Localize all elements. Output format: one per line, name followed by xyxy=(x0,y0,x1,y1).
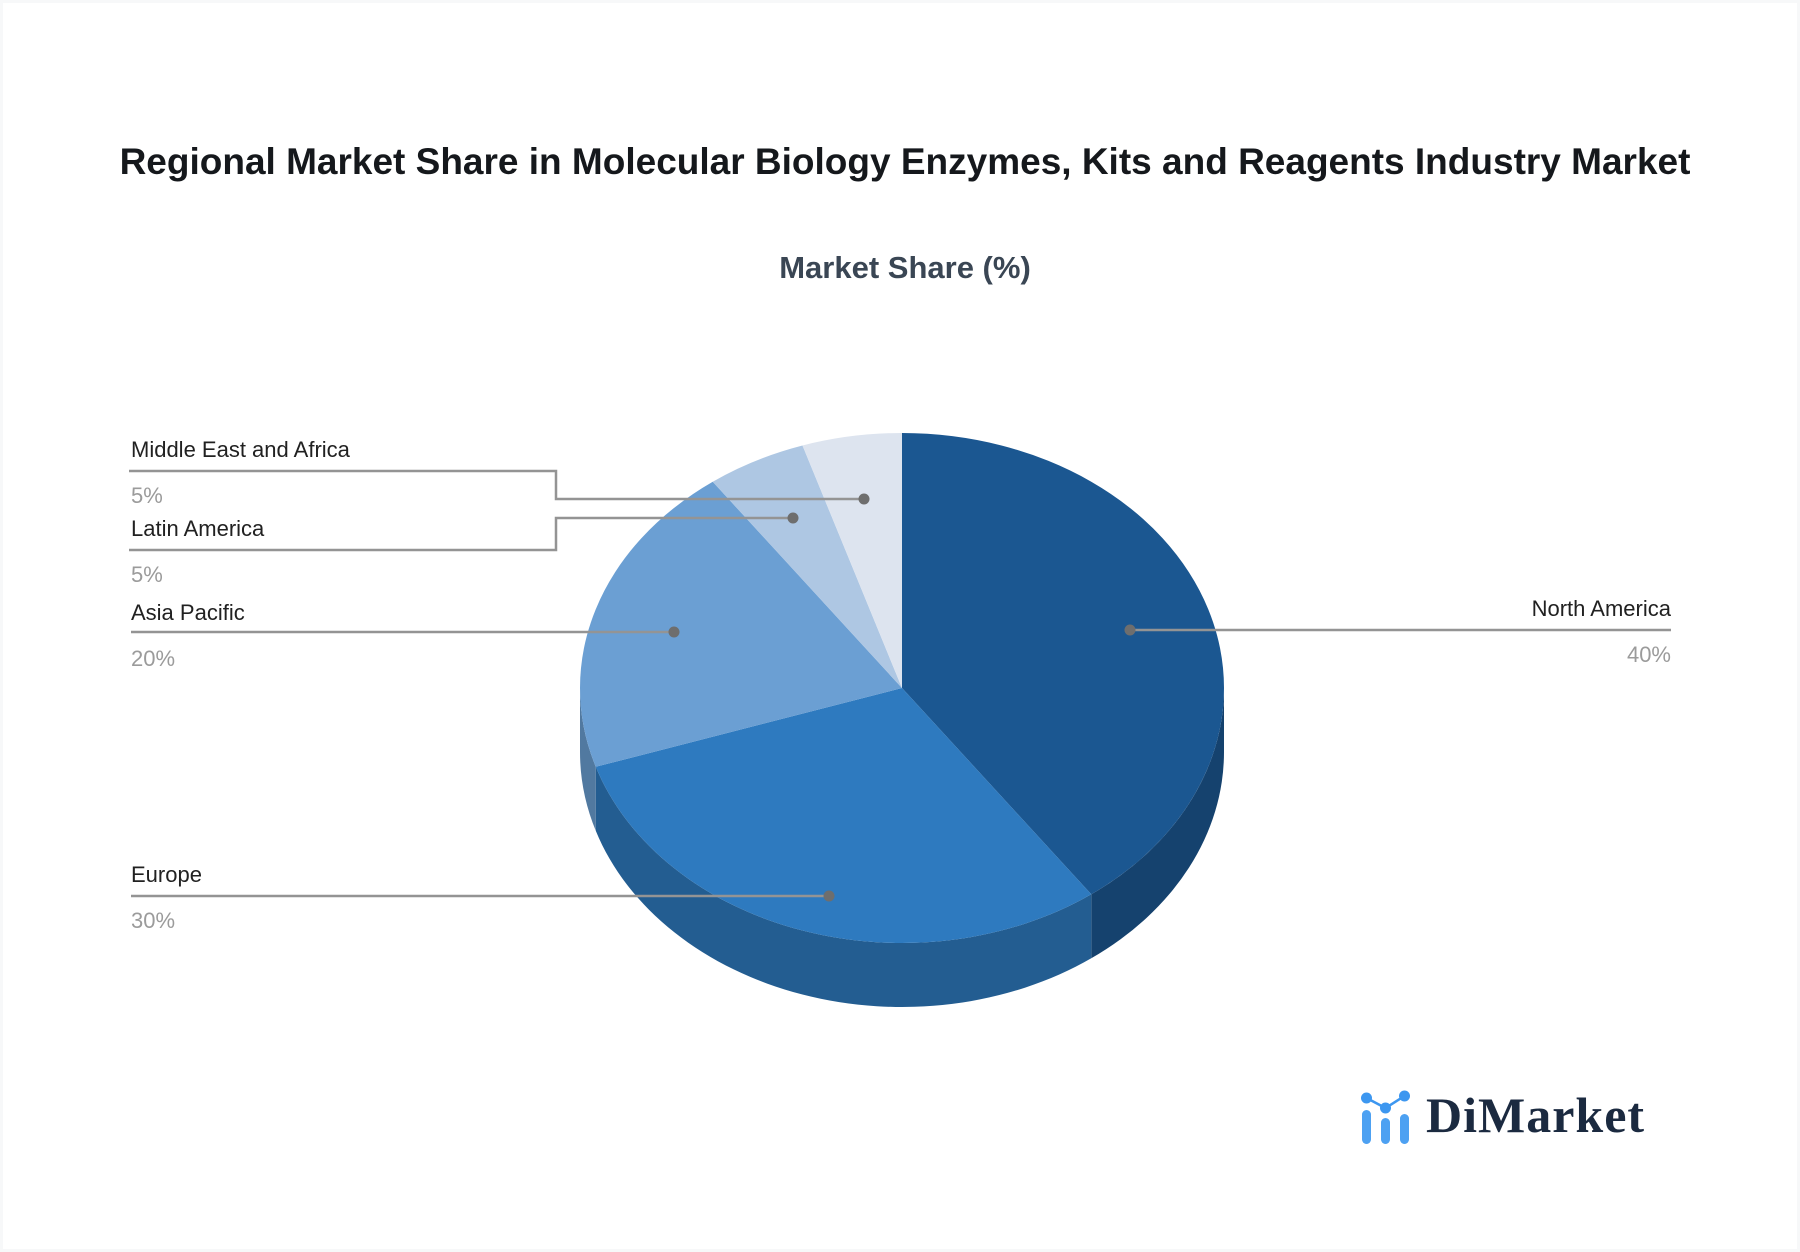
slice-middle-east-and-africa[interactable] xyxy=(802,433,902,688)
chart-title: Regional Market Share in Molecular Biolo… xyxy=(119,141,1691,182)
slice-pct-latin-america: 5% xyxy=(131,562,163,587)
dimarket-logo-text: DiMarket xyxy=(1426,1087,1646,1143)
slice-pct-asia-pacific: 20% xyxy=(131,646,176,671)
slice-side-north-america xyxy=(1091,688,1224,959)
dimarket-logo: DiMarket xyxy=(1360,1086,1645,1144)
slice-pct-europe: 30% xyxy=(131,908,176,933)
leader-line-latin-america xyxy=(129,516,793,552)
chart-subtitle: Market Share (%) xyxy=(779,250,1031,285)
leader-dot-latin-america xyxy=(787,512,799,524)
slice-label-europe: Europe xyxy=(131,862,202,887)
leader-dot-north-america xyxy=(1124,624,1136,636)
dimarket-logo-icon xyxy=(1361,1090,1410,1144)
slice-europe[interactable] xyxy=(595,688,1092,944)
slice-north-america[interactable] xyxy=(902,433,1224,895)
slice-label-middle-east-and-africa: Middle East and Africa xyxy=(131,437,350,462)
leader-dot-middle-east-and-africa xyxy=(858,493,870,505)
slice-label-asia-pacific: Asia Pacific xyxy=(131,600,245,625)
slice-side-asia-pacific xyxy=(580,688,596,831)
leader-dot-asia-pacific xyxy=(668,626,680,638)
leader-line-middle-east-and-africa xyxy=(129,469,864,501)
slice-latin-america[interactable] xyxy=(712,445,902,688)
slice-side-europe xyxy=(595,766,1092,1007)
slice-label-north-america: North America xyxy=(1531,596,1671,621)
slice-asia-pacific[interactable] xyxy=(580,481,902,767)
slice-pct-north-america: 40% xyxy=(1626,642,1671,667)
slice-pct-middle-east-and-africa: 5% xyxy=(131,483,163,508)
slice-label-latin-america: Latin America xyxy=(131,516,265,541)
leader-dot-europe xyxy=(823,890,835,902)
